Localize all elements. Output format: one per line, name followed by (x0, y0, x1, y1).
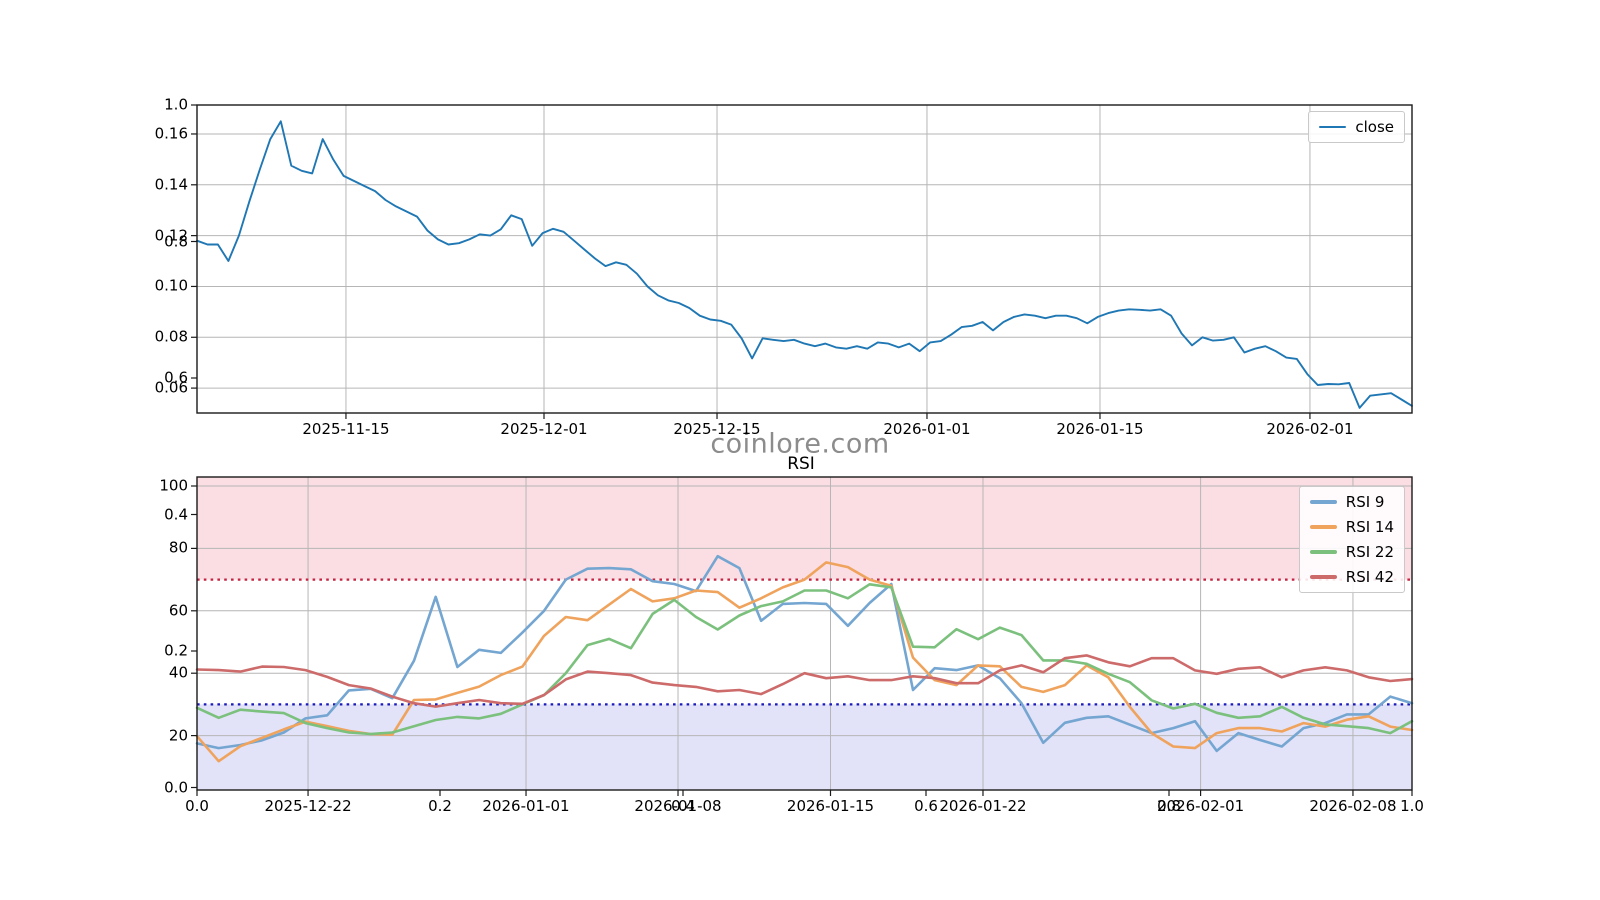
rsi-legend: RSI 9 RSI 14 RSI 22 RSI 42 (1298, 486, 1405, 593)
watermark: coinlore.com (710, 428, 890, 460)
legend-row: RSI 9 (1309, 493, 1394, 511)
overlay-y-tick-label: 0.2 (164, 641, 188, 660)
legend-line-swatch (1309, 575, 1337, 579)
overlay-x-tick-label: 0.6 (914, 797, 938, 815)
rsi-y-tick-label: 100 (159, 476, 188, 495)
price-legend: close (1308, 111, 1405, 143)
price-x-tick-label: 2025-12-01 (500, 420, 588, 438)
rsi-x-tick-label: 2026-01-22 (939, 797, 1027, 815)
legend-label: RSI 14 (1345, 518, 1394, 536)
overlay-x-tick-label: 0.8 (1157, 797, 1181, 815)
rsi-y-tick-label: 60 (168, 601, 188, 620)
price-x-tick-label: 2025-12-15 (673, 420, 761, 438)
overlay-y-tick-label: 0.4 (164, 505, 188, 523)
price-y-tick-label: 0.06 (154, 378, 188, 397)
rsi-x-tick-label: 2026-02-01 (1156, 797, 1245, 815)
legend-row: close (1319, 118, 1394, 136)
legend-label: RSI 22 (1345, 543, 1394, 561)
legend-line-swatch (1319, 125, 1347, 129)
price-x-tick-label: 2026-01-01 (883, 420, 971, 438)
legend-line-swatch (1309, 525, 1337, 529)
legend-row: RSI 14 (1309, 518, 1394, 536)
price-y-tick-label: 0.10 (154, 276, 188, 295)
price-y-tick-label: 0.14 (154, 175, 188, 194)
legend-line-swatch (1309, 550, 1337, 554)
overlay-x-tick-label: 0.0 (185, 797, 209, 815)
rsi-x-tick-label: 2026-01-15 (786, 797, 875, 815)
price-y-tick-label: 0.16 (154, 124, 188, 143)
legend-row: RSI 42 (1309, 568, 1394, 586)
overlay-y-tick-label: 0.6 (164, 368, 188, 387)
price-y-tick-label: 0.12 (154, 226, 188, 245)
overlay-x-tick-label: 0.2 (428, 797, 452, 815)
overlay-x-tick-label: 1.0 (1400, 797, 1424, 815)
rsi-x-tick-label: 2026-02-08 (1309, 797, 1397, 815)
rsi-title: RSI (787, 454, 815, 474)
rsi-y-tick-label: 20 (168, 726, 188, 745)
overlay-y-tick-label: 1.0 (164, 95, 188, 114)
rsi-y-tick-label: 80 (168, 538, 188, 557)
price-x-tick-label: 2026-02-01 (1266, 420, 1354, 438)
overlay-y-tick-label: 0.0 (164, 778, 188, 796)
legend-label: close (1355, 118, 1394, 136)
overlay-y-tick-label: 0.8 (164, 232, 188, 250)
legend-row: RSI 22 (1309, 543, 1394, 561)
rsi-x-tick-label: 2025-12-22 (264, 797, 352, 815)
price-x-tick-label: 2025-11-15 (302, 420, 390, 438)
legend-line-swatch (1309, 500, 1337, 504)
price-y-tick-label: 0.08 (154, 327, 188, 346)
rsi-x-tick-label: 2026-01-01 (482, 797, 570, 815)
rsi-x-tick-label: 2026-01-08 (634, 797, 722, 815)
legend-label: RSI 9 (1345, 493, 1385, 511)
overlay-x-tick-label: 0.4 (671, 797, 695, 815)
legend-label: RSI 42 (1345, 568, 1394, 586)
price-x-tick-label: 2026-01-15 (1056, 420, 1144, 438)
rsi-y-tick-label: 40 (168, 663, 188, 682)
